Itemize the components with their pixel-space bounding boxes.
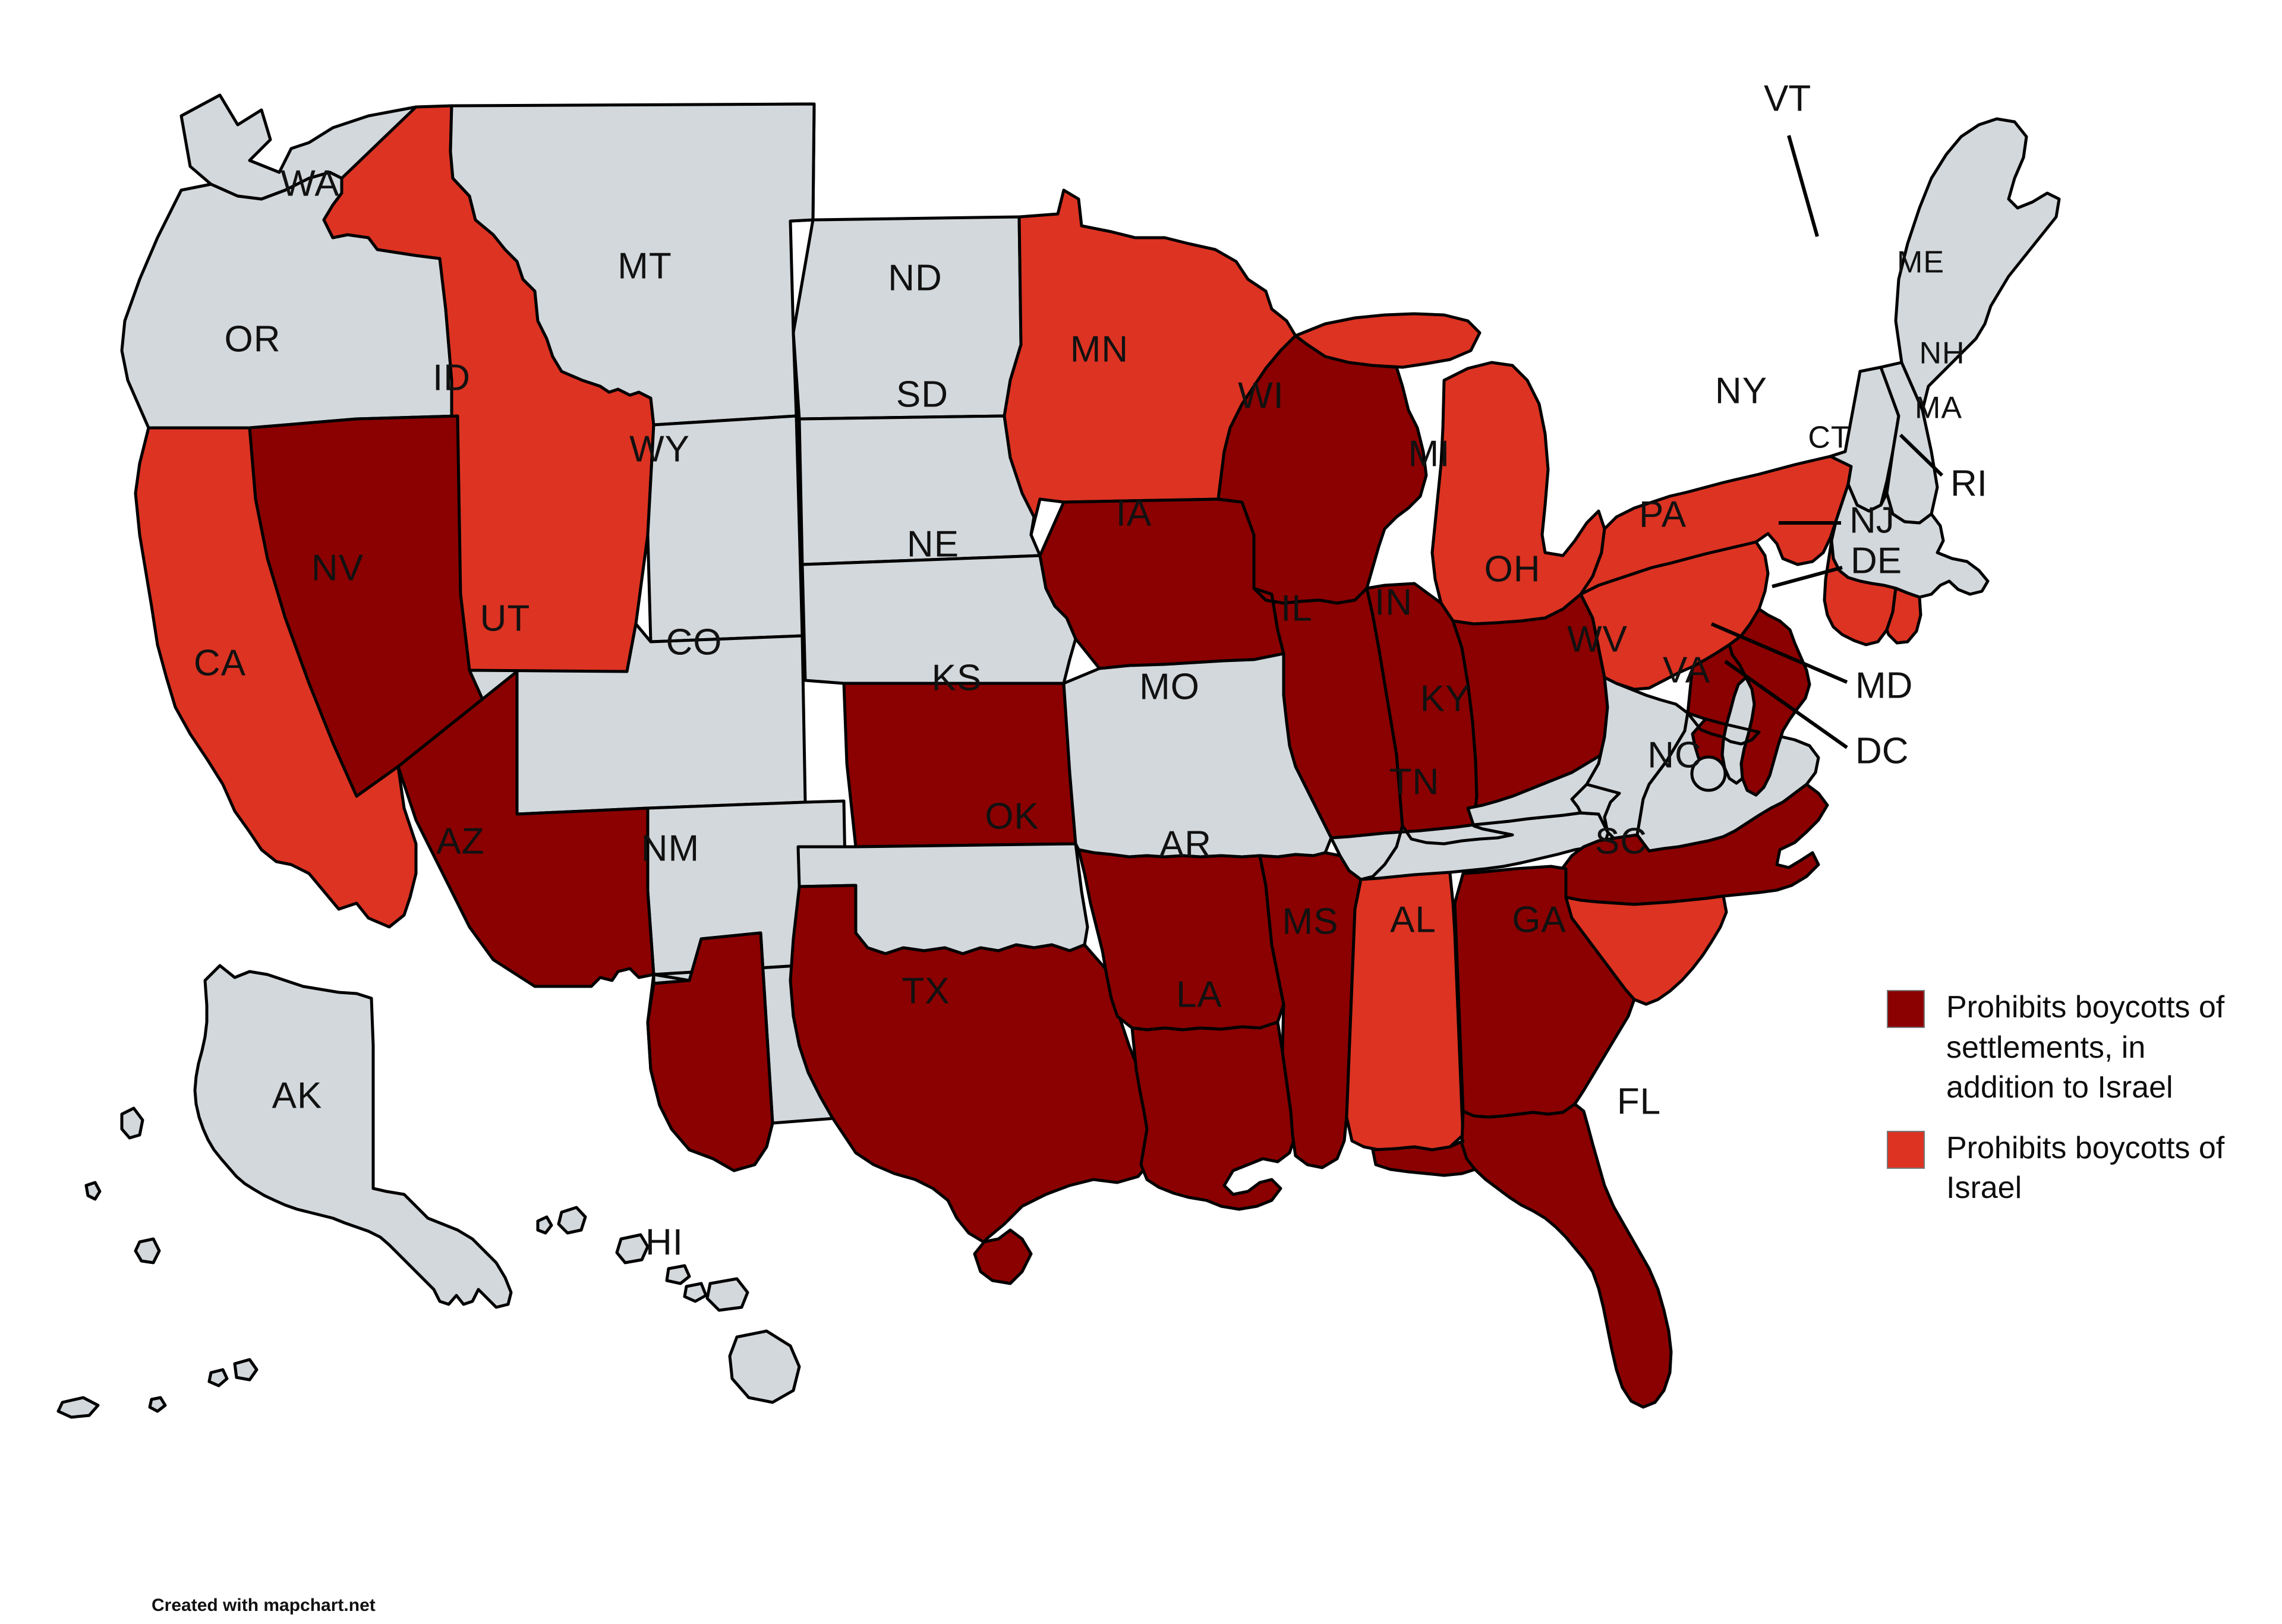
state-label-VA: VA [1663,649,1710,690]
legend-item-israel[interactable]: Prohibits boycotts of Israel [1887,1128,2255,1209]
callout-label-VT: VT [1764,78,1811,119]
state-AK-island-6 [207,1368,229,1388]
state-DC[interactable] [1690,755,1727,792]
state-label-TN: TN [1389,761,1440,802]
legend-swatch-israel [1887,1130,1925,1169]
callout-label-DE: DE [1851,540,1902,581]
state-RI[interactable] [1885,586,1922,645]
state-HI-island-2 [557,1206,587,1235]
leader-line-DC [1724,660,1848,749]
state-label-WY: WY [629,428,690,469]
state-GA[interactable] [1453,865,1636,1119]
state-label-ID: ID [433,357,471,398]
state-KY[interactable] [1329,747,1639,881]
state-label-TX: TX [902,970,950,1011]
state-HI-island-1 [536,1215,553,1235]
state-label-NC: NC [1647,734,1702,775]
state-label-OR: OR [225,319,281,360]
state-AK-island-2 [84,1181,102,1201]
callout-label-NJ: NJ [1849,500,1895,541]
state-label-SC: SC [1595,821,1647,862]
state-label-NV: NV [311,547,364,588]
state-label-IA: IA [1116,493,1152,534]
leader-line-DE [1772,566,1843,588]
state-label-SD: SD [896,374,948,415]
state-label-OH: OH [1484,548,1541,589]
state-label-CO: CO [666,622,723,663]
state-label-AR: AR [1159,824,1212,865]
state-label-CT: CT [1808,421,1850,455]
state-label-MI: MI [1408,433,1451,474]
state-AZ[interactable] [396,670,655,988]
state-HI-island-6 [705,1277,749,1312]
leader-line-VT [1787,135,1819,237]
attribution-text: Created with mapchart.net [152,1595,376,1615]
state-label-WI: WI [1238,375,1284,416]
state-label-MA: MA [1915,391,1962,425]
state-label-AL: AL [1390,899,1436,940]
state-label-WV: WV [1567,619,1628,660]
state-CA[interactable] [134,426,418,929]
state-label-PA: PA [1639,494,1687,535]
state-label-NH: NH [1919,336,1965,371]
state-label-ND: ND [888,257,943,298]
state-label-ME: ME [1897,245,1944,280]
state-label-NM: NM [641,828,699,869]
state-LA[interactable] [1130,1020,1297,1211]
legend-label-settlements: Prohibits boycotts of settlements, in ad… [1946,990,2225,1105]
state-HI-island-3 [615,1233,650,1264]
state-AK-island-1 [120,1106,144,1140]
state-IA[interactable] [1038,497,1285,670]
state-KS[interactable] [842,682,1077,849]
state-AK-island-3 [134,1237,161,1264]
legend-swatch-settlements [1887,990,1925,1028]
state-label-UT: UT [480,598,531,639]
state-HI-island-7 [728,1329,801,1404]
leader-line-MD [1710,622,1848,684]
state-label-GA: GA [1512,899,1566,940]
state-HI-island-4 [665,1264,691,1285]
state-label-KS: KS [932,657,982,698]
state-label-NY: NY [1715,370,1767,411]
state-AK-island-5 [233,1358,259,1382]
state-label-MO: MO [1139,666,1200,707]
state-label-OK: OK [985,796,1039,837]
map-legend: Prohibits boycotts of settlements, in ad… [1887,988,2255,1229]
state-label-WA: WA [280,163,340,204]
state-TX[interactable] [646,884,1161,1285]
state-label-MT: MT [617,245,672,286]
state-AK[interactable] [193,964,513,1309]
state-label-IN: IN [1375,582,1413,623]
state-AK-island-7 [148,1396,167,1413]
legend-label-israel: Prohibits boycotts of Israel [1946,1130,2225,1206]
state-label-MN: MN [1070,329,1129,370]
state-label-CA: CA [194,642,246,683]
state-label-FL: FL [1617,1081,1661,1122]
state-ME[interactable] [1894,117,2061,412]
callout-label-RI: RI [1950,463,1987,504]
leader-line-RI [1899,433,1944,477]
state-label-KY: KY [1420,678,1471,719]
state-label-AZ: AZ [436,821,484,862]
state-AK-island-4 [56,1396,100,1419]
state-label-NE: NE [907,524,959,565]
state-label-HI: HI [645,1222,683,1263]
state-HI-island-5 [683,1282,708,1303]
state-label-MS: MS [1282,901,1339,942]
state-label-AK: AK [272,1075,323,1116]
state-label-IL: IL [1281,588,1313,629]
callout-label-MD: MD [1855,665,1912,706]
state-FL[interactable] [1371,1102,1673,1409]
callout-label-DC: DC [1855,730,1909,771]
legend-item-settlements[interactable]: Prohibits boycotts of settlements, in ad… [1887,988,2255,1108]
state-label-LA: LA [1176,974,1222,1015]
